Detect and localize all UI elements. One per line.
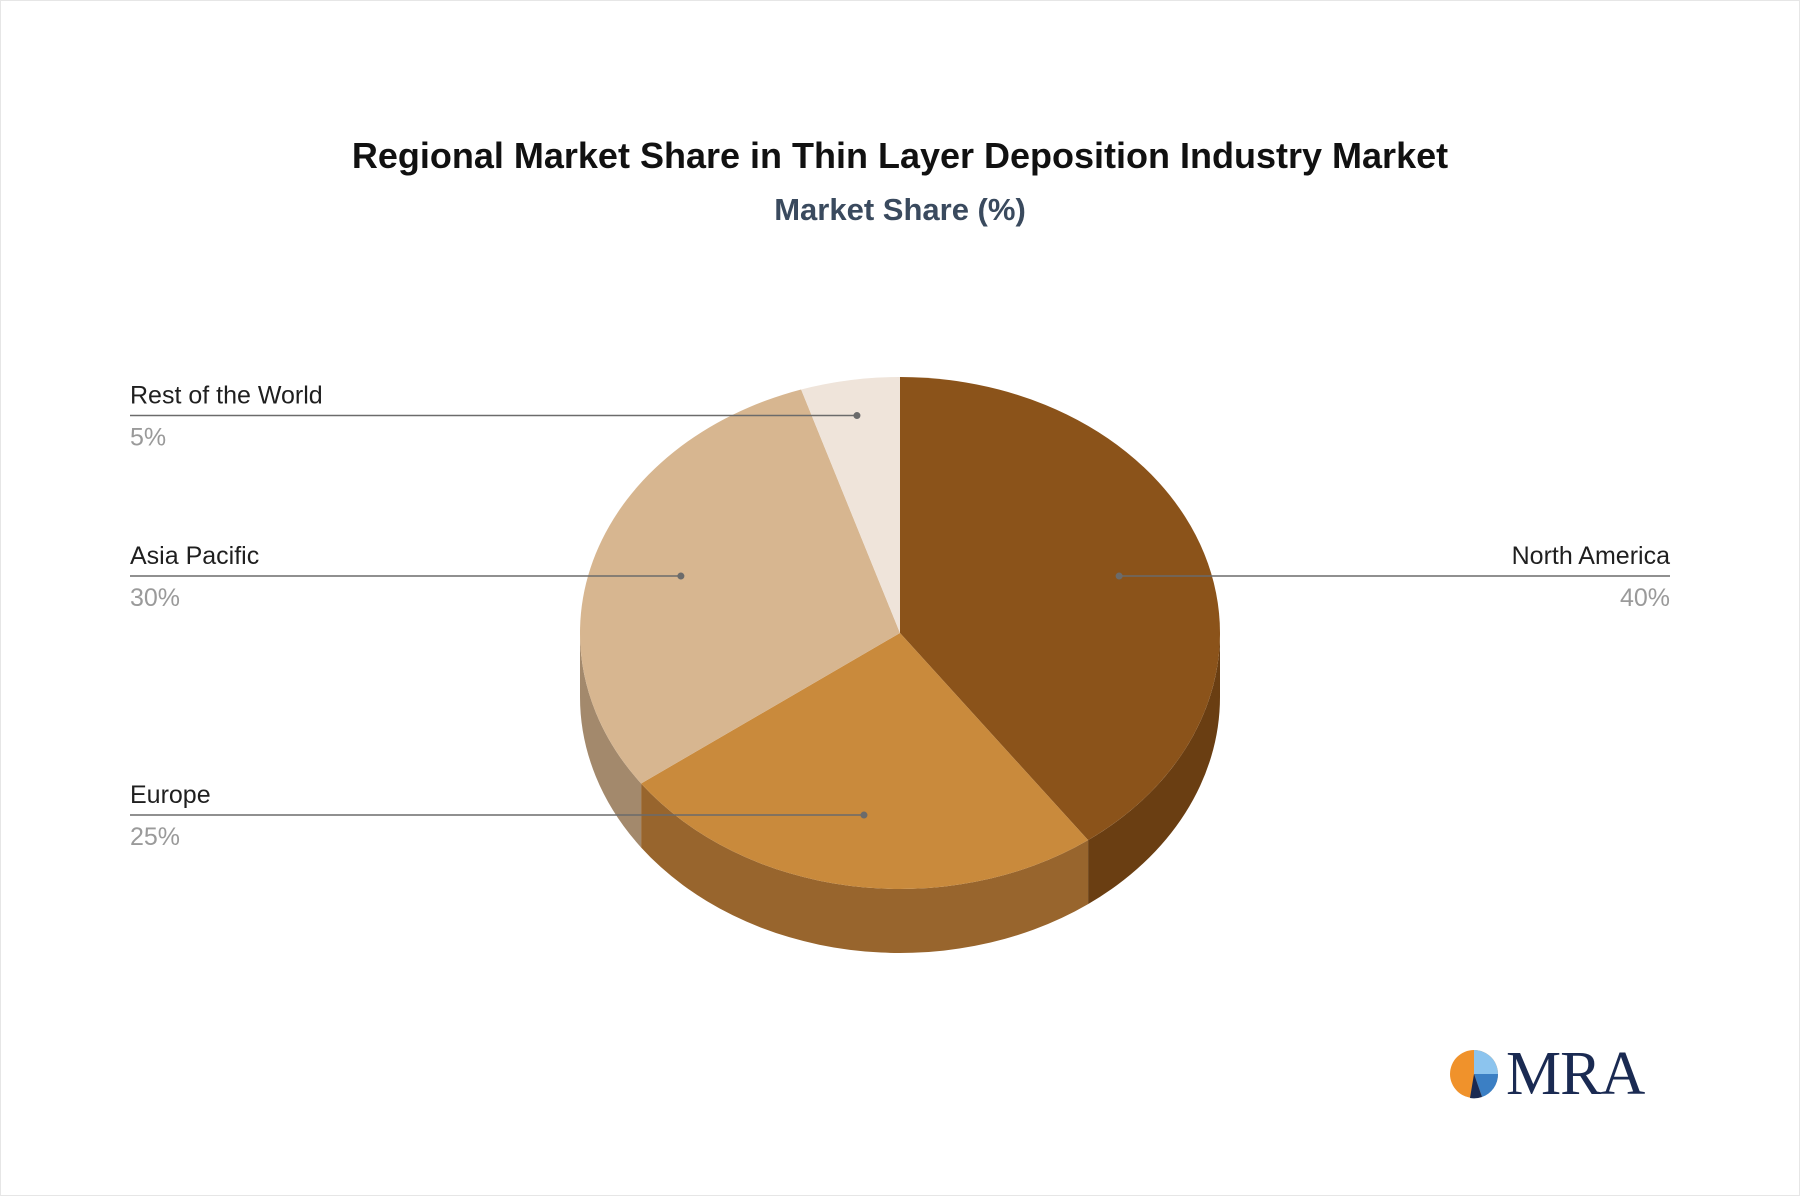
pie-slices xyxy=(580,377,1221,889)
pie-slice-rest-of-the-world[interactable] xyxy=(801,377,900,633)
slice-label-north-america: North America xyxy=(1512,542,1670,570)
pie-slice-asia-pacific[interactable] xyxy=(580,389,900,784)
logo-mark-icon xyxy=(1450,1050,1499,1099)
slice-label-europe: Europe xyxy=(130,781,211,809)
pie-side-asia-pacific xyxy=(580,633,642,848)
pie-slice-europe[interactable] xyxy=(641,633,1089,889)
pie-labels: North America 40% Europe 25% Asia Pacific 30%… xyxy=(130,382,1670,852)
slice-label-rest-of-the-world: Rest of the World xyxy=(130,382,323,410)
pie-sides xyxy=(580,633,1220,953)
pie-leader-lines xyxy=(130,412,1670,819)
pie-slice-north-america[interactable] xyxy=(900,377,1221,841)
leader-dot-north-america xyxy=(1115,572,1123,580)
leader-dot-asia-pacific xyxy=(677,572,685,580)
logo-text: MRA xyxy=(1506,1040,1645,1108)
slice-value-asia-pacific: 30% xyxy=(130,584,180,612)
chart-title: Regional Market Share in Thin Layer Depo… xyxy=(351,135,1449,176)
slice-value-europe: 25% xyxy=(130,823,180,851)
mra-logo: MRA xyxy=(1448,1038,1648,1110)
slice-value-north-america: 40% xyxy=(1620,584,1670,612)
leader-dot-europe xyxy=(860,811,868,819)
leader-dot-rest-of-the-world xyxy=(853,412,861,420)
chart-subtitle: Market Share (%) xyxy=(774,192,1026,227)
slice-value-rest-of-the-world: 5% xyxy=(130,424,166,452)
pie-side-north-america xyxy=(1088,633,1220,905)
slice-label-asia-pacific: Asia Pacific xyxy=(130,542,259,570)
pie-side-europe xyxy=(641,783,1089,953)
